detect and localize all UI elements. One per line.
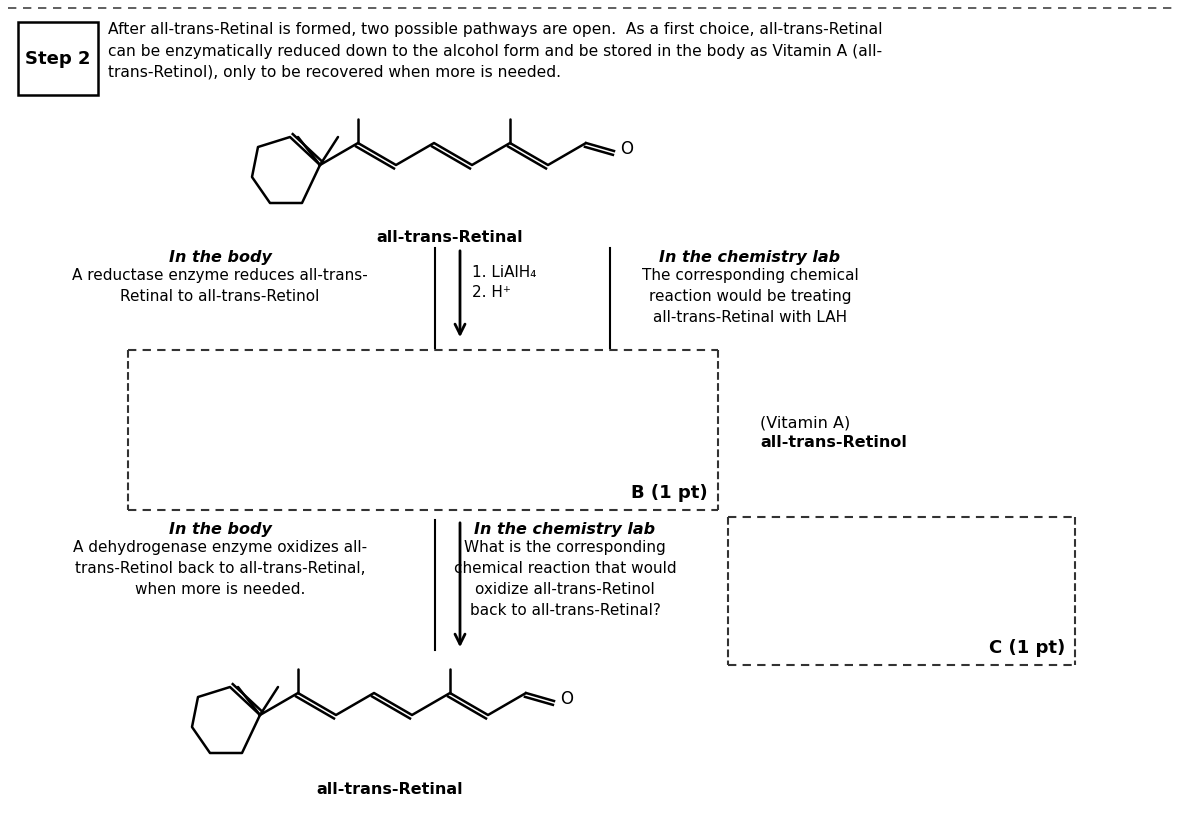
Text: O: O bbox=[620, 140, 633, 158]
Text: What is the corresponding
chemical reaction that would
oxidize all-trans-Retinol: What is the corresponding chemical react… bbox=[453, 540, 676, 618]
Text: After all-trans-Retinal is formed, two possible pathways are open.  As a first c: After all-trans-Retinal is formed, two p… bbox=[108, 22, 882, 80]
Text: B (1 pt): B (1 pt) bbox=[631, 484, 708, 502]
Text: A dehydrogenase enzyme oxidizes all-
trans-Retinol back to all-trans-Retinal,
wh: A dehydrogenase enzyme oxidizes all- tra… bbox=[73, 540, 367, 597]
Text: all-trans-Retinal: all-trans-Retinal bbox=[377, 230, 523, 245]
Text: (Vitamin A): (Vitamin A) bbox=[760, 415, 850, 430]
Text: In the body: In the body bbox=[168, 250, 271, 265]
Text: all-trans-Retinol: all-trans-Retinol bbox=[760, 435, 907, 450]
Text: A reductase enzyme reduces all-trans-
Retinal to all-trans-Retinol: A reductase enzyme reduces all-trans- Re… bbox=[72, 268, 368, 304]
Text: In the chemistry lab: In the chemistry lab bbox=[659, 250, 841, 265]
Text: In the chemistry lab: In the chemistry lab bbox=[475, 522, 656, 537]
Text: 1. LiAlH₄: 1. LiAlH₄ bbox=[472, 265, 536, 280]
Text: Step 2: Step 2 bbox=[25, 50, 91, 68]
Text: 2. H⁺: 2. H⁺ bbox=[472, 285, 510, 300]
Text: The corresponding chemical
reaction would be treating
all-trans-Retinal with LAH: The corresponding chemical reaction woul… bbox=[642, 268, 858, 325]
Text: all-trans-Retinal: all-trans-Retinal bbox=[316, 782, 463, 797]
Bar bbox=[18, 22, 98, 95]
Text: O: O bbox=[560, 690, 573, 708]
Text: In the body: In the body bbox=[168, 522, 271, 537]
Text: C (1 pt): C (1 pt) bbox=[989, 639, 1064, 657]
